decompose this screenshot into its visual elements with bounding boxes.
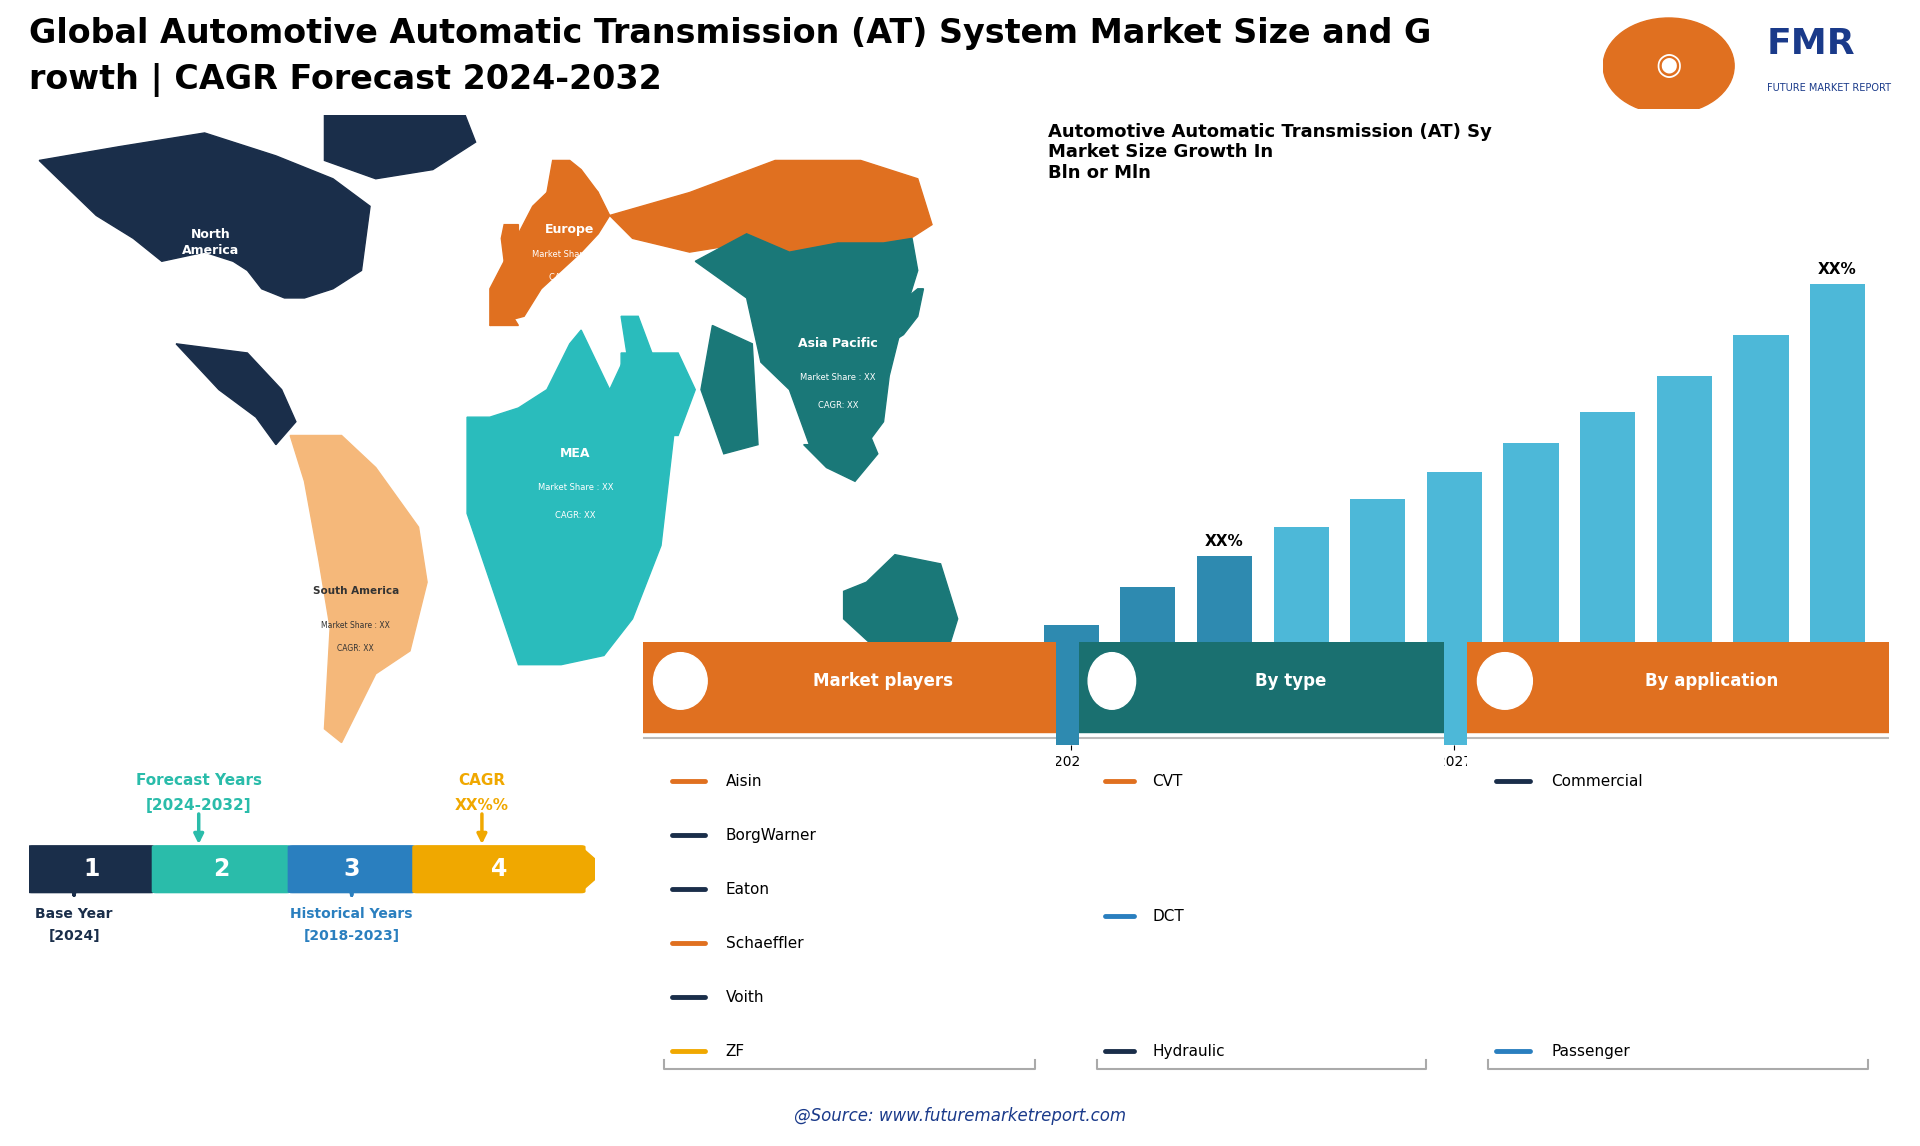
Polygon shape bbox=[286, 847, 313, 892]
Text: Historical Years: Historical Years bbox=[290, 908, 413, 921]
Text: CVT: CVT bbox=[1152, 774, 1183, 788]
Bar bbox=[1119, 587, 1175, 745]
Polygon shape bbox=[177, 344, 296, 445]
Text: CAGR: XX: CAGR: XX bbox=[818, 401, 858, 410]
Text: Voith: Voith bbox=[726, 990, 764, 1005]
Text: CAGR: XX: CAGR: XX bbox=[338, 644, 374, 653]
Bar bbox=[1503, 444, 1559, 745]
Polygon shape bbox=[38, 133, 371, 298]
Text: ◉: ◉ bbox=[1655, 52, 1682, 80]
Polygon shape bbox=[804, 426, 877, 481]
Text: XX%: XX% bbox=[1818, 261, 1857, 277]
Text: Market players: Market players bbox=[812, 672, 952, 690]
FancyBboxPatch shape bbox=[639, 724, 1060, 1082]
Circle shape bbox=[1603, 18, 1734, 113]
Bar bbox=[1273, 527, 1329, 745]
Text: CAGR: CAGR bbox=[459, 774, 505, 788]
Text: Market Share : XX: Market Share : XX bbox=[173, 282, 248, 291]
FancyBboxPatch shape bbox=[288, 845, 415, 894]
Text: Commercial: Commercial bbox=[1551, 774, 1644, 788]
FancyBboxPatch shape bbox=[1463, 724, 1893, 1082]
Bar bbox=[1196, 556, 1252, 745]
Text: CAGR: XX: CAGR: XX bbox=[555, 511, 595, 520]
Polygon shape bbox=[611, 160, 931, 261]
Text: CAGR: XX: CAGR: XX bbox=[190, 305, 230, 314]
Polygon shape bbox=[582, 847, 607, 892]
Text: ZF: ZF bbox=[726, 1044, 745, 1059]
FancyBboxPatch shape bbox=[1453, 629, 1903, 733]
Text: Global Automotive Automatic Transmission (AT) System Market Size and G: Global Automotive Automatic Transmission… bbox=[29, 17, 1430, 50]
Polygon shape bbox=[501, 225, 518, 261]
Text: Market Share : XX: Market Share : XX bbox=[538, 484, 612, 493]
Polygon shape bbox=[843, 555, 958, 674]
Circle shape bbox=[1478, 653, 1532, 709]
Polygon shape bbox=[290, 435, 426, 743]
FancyBboxPatch shape bbox=[27, 845, 156, 894]
Text: By application: By application bbox=[1645, 672, 1778, 690]
Text: FMR: FMR bbox=[1766, 28, 1855, 61]
Text: Base Year: Base Year bbox=[35, 908, 113, 921]
Text: North
America: North America bbox=[182, 228, 238, 258]
FancyBboxPatch shape bbox=[632, 629, 1068, 733]
Circle shape bbox=[653, 653, 707, 709]
Polygon shape bbox=[411, 847, 436, 892]
Text: Automotive Automatic Transmission (AT) Sy
Market Size Growth In
Bln or Mln: Automotive Automatic Transmission (AT) S… bbox=[1048, 123, 1492, 182]
Text: @Source: www.futuremarketreport.com: @Source: www.futuremarketreport.com bbox=[795, 1107, 1125, 1125]
Text: MEA: MEA bbox=[561, 447, 591, 461]
FancyBboxPatch shape bbox=[1075, 724, 1448, 1082]
Polygon shape bbox=[324, 105, 476, 179]
Text: By type: By type bbox=[1256, 672, 1327, 690]
Bar bbox=[1350, 500, 1405, 745]
Text: FUTURE MARKET REPORT: FUTURE MARKET REPORT bbox=[1766, 83, 1891, 93]
Bar bbox=[1044, 626, 1098, 745]
Text: Market Share : XX: Market Share : XX bbox=[321, 621, 390, 630]
Text: Eaton: Eaton bbox=[726, 881, 770, 896]
Text: 2: 2 bbox=[213, 857, 230, 881]
Text: Market Share : XX: Market Share : XX bbox=[801, 374, 876, 383]
Text: 3: 3 bbox=[344, 857, 359, 881]
Text: CAGR: XX: CAGR: XX bbox=[549, 273, 589, 282]
FancyBboxPatch shape bbox=[152, 845, 292, 894]
Text: [2018-2023]: [2018-2023] bbox=[303, 929, 399, 943]
Text: rowth | CAGR Forecast 2024-2032: rowth | CAGR Forecast 2024-2032 bbox=[29, 63, 662, 97]
Text: Asia Pacific: Asia Pacific bbox=[799, 337, 877, 351]
Text: XX%: XX% bbox=[1206, 534, 1244, 549]
Text: XX%%: XX%% bbox=[455, 798, 509, 813]
Bar bbox=[1734, 336, 1789, 745]
Polygon shape bbox=[620, 353, 695, 435]
Text: 4: 4 bbox=[492, 857, 507, 881]
FancyBboxPatch shape bbox=[413, 845, 586, 894]
Text: Forecast Years: Forecast Years bbox=[136, 774, 261, 788]
Text: Hydraulic: Hydraulic bbox=[1152, 1044, 1225, 1059]
Polygon shape bbox=[701, 325, 758, 454]
Text: Market Share : XX: Market Share : XX bbox=[532, 250, 607, 259]
Polygon shape bbox=[150, 847, 177, 892]
Text: [2024-2032]: [2024-2032] bbox=[146, 798, 252, 813]
Text: BorgWarner: BorgWarner bbox=[726, 827, 816, 842]
Polygon shape bbox=[490, 316, 518, 325]
Bar bbox=[1580, 413, 1636, 745]
Polygon shape bbox=[490, 170, 611, 325]
Bar bbox=[1811, 284, 1864, 745]
Bar bbox=[1657, 376, 1713, 745]
Circle shape bbox=[1089, 653, 1135, 709]
Polygon shape bbox=[695, 234, 918, 468]
Text: DCT: DCT bbox=[1152, 909, 1185, 924]
Polygon shape bbox=[998, 656, 1016, 701]
Text: Aisin: Aisin bbox=[726, 774, 762, 788]
Text: Passenger: Passenger bbox=[1551, 1044, 1630, 1059]
Polygon shape bbox=[889, 289, 924, 344]
Text: [2024]: [2024] bbox=[48, 929, 100, 943]
Polygon shape bbox=[532, 160, 599, 234]
Text: 1: 1 bbox=[83, 857, 100, 881]
Text: Schaeffler: Schaeffler bbox=[726, 935, 803, 951]
FancyBboxPatch shape bbox=[1068, 629, 1455, 733]
Polygon shape bbox=[467, 316, 676, 665]
Bar bbox=[1427, 472, 1482, 745]
Text: South America: South America bbox=[313, 587, 399, 596]
Text: Europe: Europe bbox=[545, 222, 595, 236]
